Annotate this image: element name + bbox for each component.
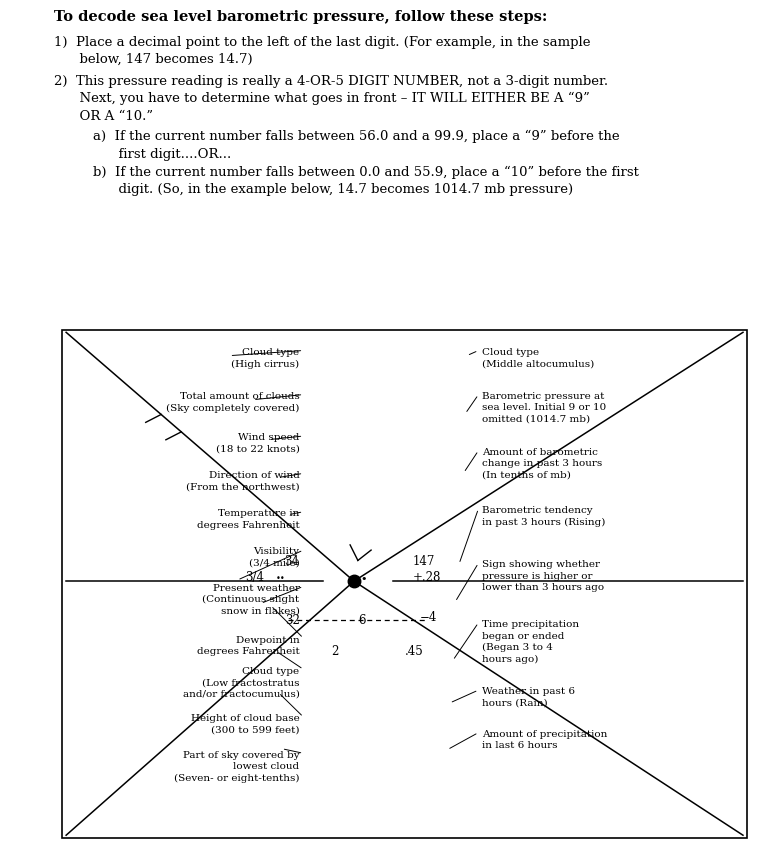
Text: ••: •• (276, 574, 286, 583)
Text: .45: .45 (405, 645, 423, 658)
Text: 6: 6 (358, 614, 366, 626)
Text: Weather in past 6
hours (Rain): Weather in past 6 hours (Rain) (482, 688, 576, 708)
Text: −4: −4 (420, 611, 437, 624)
Text: Dewpoint in
degrees Fahrenheit: Dewpoint in degrees Fahrenheit (197, 636, 300, 656)
Text: 147: 147 (412, 556, 435, 568)
Text: 2: 2 (331, 645, 338, 658)
Text: 1)  Place a decimal point to the left of the last digit. (For example, in the sa: 1) Place a decimal point to the left of … (54, 35, 591, 67)
Text: Sign showing whether
pressure is higher or
lower than 3 hours ago: Sign showing whether pressure is higher … (482, 561, 605, 593)
Text: Amount of precipitation
in last 6 hours: Amount of precipitation in last 6 hours (482, 730, 608, 750)
Text: Barometric pressure at
sea level. Initial 9 or 10
omitted (1014.7 mb): Barometric pressure at sea level. Initia… (482, 392, 607, 424)
Text: Barometric tendency
in past 3 hours (Rising): Barometric tendency in past 3 hours (Ris… (482, 506, 606, 527)
Text: Time precipitation
began or ended
(Began 3 to 4
hours ago): Time precipitation began or ended (Began… (482, 620, 580, 663)
Text: Cloud type
(High cirrus): Cloud type (High cirrus) (231, 348, 300, 368)
Text: Wind speed
(18 to 22 knots): Wind speed (18 to 22 knots) (216, 433, 300, 454)
Text: Visibility
(3/4 mile): Visibility (3/4 mile) (249, 547, 300, 568)
Text: Cloud type
(Middle altocumulus): Cloud type (Middle altocumulus) (482, 348, 594, 368)
Text: Total amount of clouds
(Sky completely covered): Total amount of clouds (Sky completely c… (166, 392, 300, 412)
Text: 32: 32 (285, 614, 300, 626)
Text: To decode sea level barometric pressure, follow these steps:: To decode sea level barometric pressure,… (54, 10, 548, 24)
Text: Amount of barometric
change in past 3 hours
(In tenths of mb): Amount of barometric change in past 3 ho… (482, 448, 603, 480)
Text: •: • (360, 573, 366, 583)
Text: +.28: +.28 (412, 571, 440, 583)
Text: 2)  This pressure reading is really a 4-OR-5 DIGIT NUMBER, not a 3-digit number.: 2) This pressure reading is really a 4-O… (54, 75, 608, 123)
Text: Cloud type
(Low fractostratus
and/or fractocumulus): Cloud type (Low fractostratus and/or fra… (183, 667, 300, 699)
Text: 34: 34 (285, 556, 300, 568)
Text: 3/4: 3/4 (246, 571, 265, 583)
Bar (62, 330, 747, 838)
Text: a)  If the current number falls between 56.0 and a 99.9, place a “9” before the
: a) If the current number falls between 5… (93, 130, 620, 160)
Text: Part of sky covered by
lowest cloud
(Seven- or eight-tenths): Part of sky covered by lowest cloud (Sev… (174, 751, 300, 783)
Text: Temperature in
degrees Fahrenheit: Temperature in degrees Fahrenheit (197, 509, 300, 529)
Text: b)  If the current number falls between 0.0 and 55.9, place a “10” before the fi: b) If the current number falls between 0… (93, 165, 640, 196)
Text: Present weather
(Continuous slight
snow in flakes): Present weather (Continuous slight snow … (202, 583, 300, 616)
Text: Height of cloud base
(300 to 599 feet): Height of cloud base (300 to 599 feet) (191, 714, 300, 735)
Text: Direction of wind
(From the northwest): Direction of wind (From the northwest) (186, 470, 300, 491)
